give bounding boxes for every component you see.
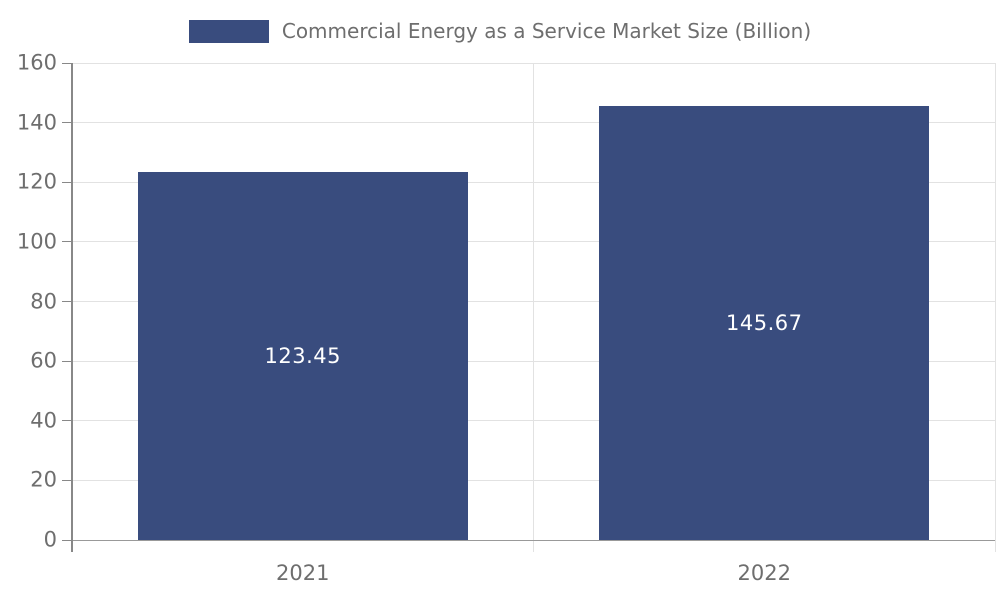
y-axis-tick-label: 100: [16, 229, 57, 254]
x-axis-tick-label: 2021: [276, 561, 330, 585]
legend-label: Commercial Energy as a Service Market Si…: [281, 19, 812, 43]
y-axis-tick-label: 120: [16, 169, 57, 194]
bar-2022: 145.67: [599, 105, 930, 540]
y-axis-tick: [62, 62, 71, 64]
y-axis-tick-label: 0: [43, 527, 57, 552]
legend: Commercial Energy as a Service Market Si…: [0, 19, 1000, 43]
x-axis-line: [71, 539, 995, 541]
plot-area: 0 20 40 60 80 100 120 140 160 123.45 2021 145.67 202…: [17, 51, 996, 585]
y-axis-tick: [62, 479, 71, 481]
y-axis-tick-label: 160: [16, 50, 57, 75]
legend-swatch: [188, 19, 269, 43]
y-axis-tick: [62, 241, 71, 243]
y-axis-tick: [62, 420, 71, 422]
y-axis-tick: [62, 181, 71, 183]
y-axis-tick: [62, 301, 71, 302]
x-axis-tick-label: 2022: [737, 561, 791, 585]
bar-2021: 123.45: [137, 171, 468, 540]
y-axis-tick: [62, 360, 71, 362]
gridline-vertical: [994, 63, 996, 552]
gridline-vertical: [533, 63, 534, 552]
y-axis-tick-label: 40: [30, 408, 57, 433]
y-axis-tick: [62, 539, 71, 541]
y-axis-tick-label: 60: [30, 348, 57, 373]
y-axis-line: [71, 63, 73, 552]
bar-value-label: 145.67: [725, 310, 803, 335]
y-axis-tick-label: 20: [30, 467, 57, 492]
y-axis-tick-label: 140: [16, 110, 57, 135]
bar-value-label: 123.45: [264, 343, 341, 368]
y-axis-tick: [62, 122, 71, 124]
y-axis-tick-label: 80: [30, 289, 57, 314]
